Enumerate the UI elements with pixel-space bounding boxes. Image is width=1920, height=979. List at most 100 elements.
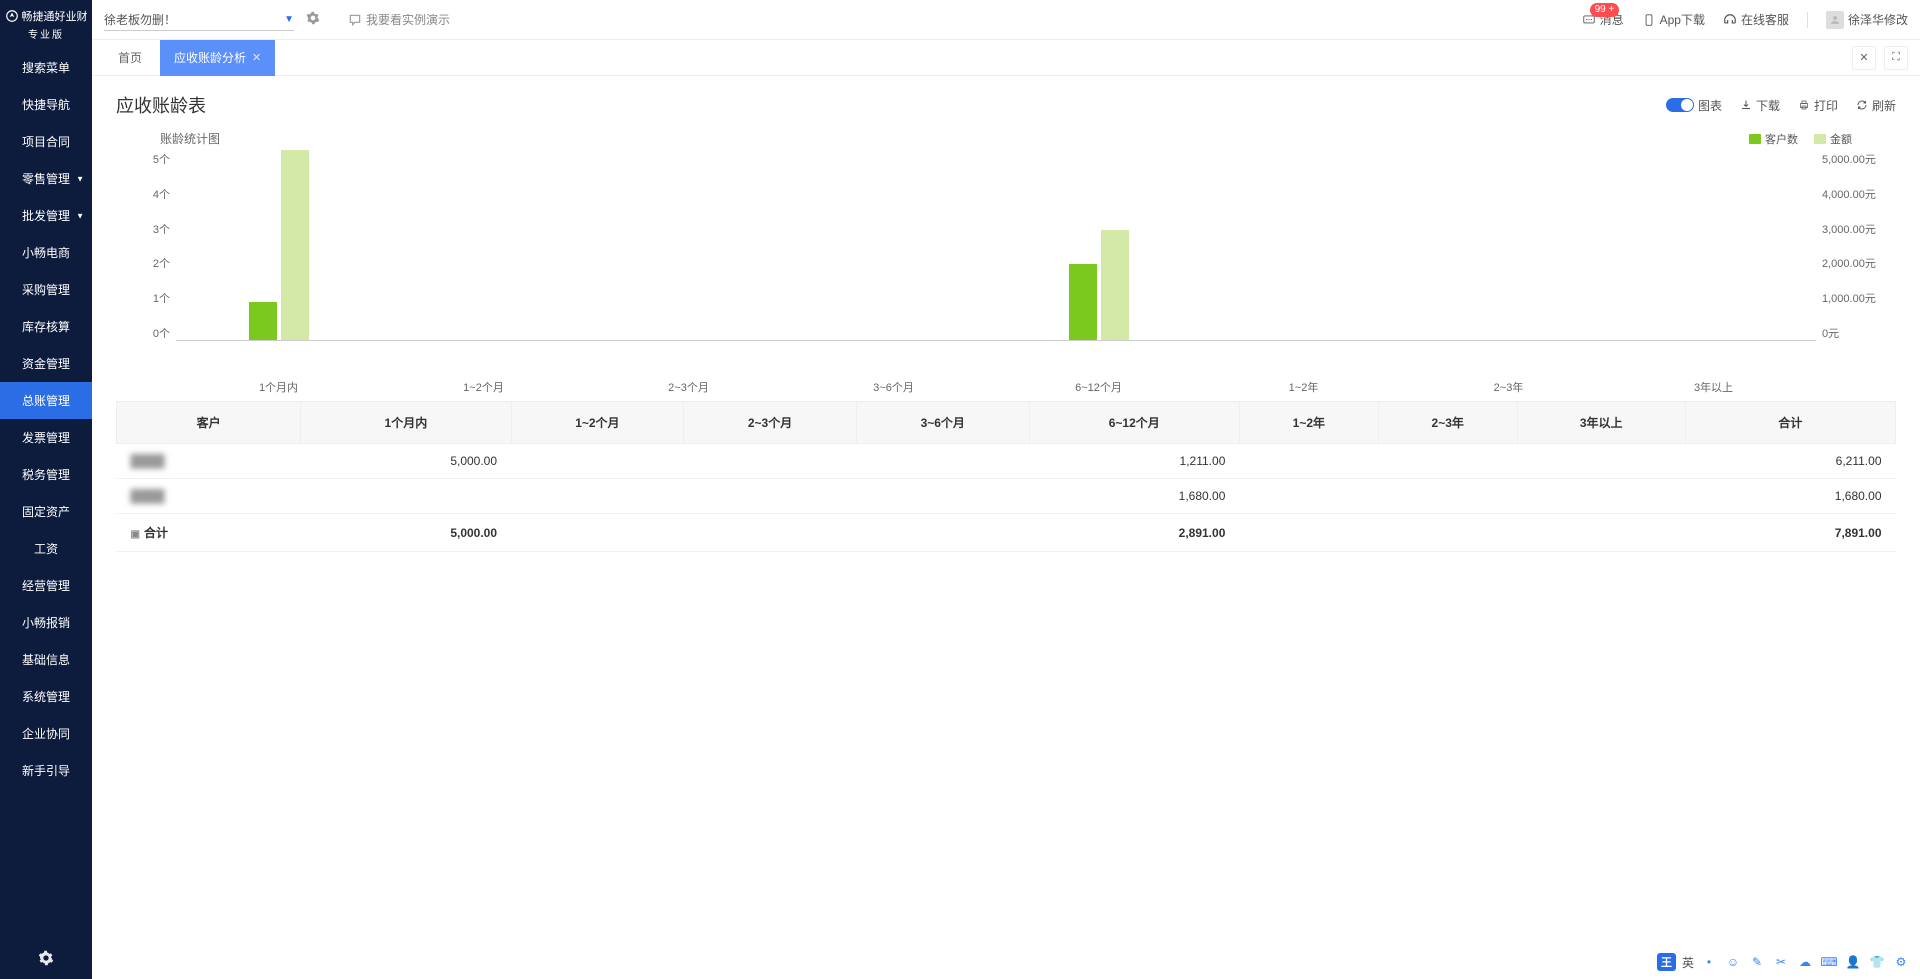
data-cell [1378, 479, 1517, 514]
ime-scissors-icon[interactable]: ✂ [1772, 953, 1790, 971]
user-name: 徐泽华修改 [1848, 11, 1908, 28]
download-label: 下载 [1756, 97, 1780, 114]
x-tick: 1个月内 [176, 379, 381, 395]
headset-icon [1723, 13, 1737, 27]
legend-customers-label: 客户数 [1765, 131, 1798, 147]
ime-shirt-icon[interactable]: 👕 [1868, 953, 1886, 971]
sidebar-item[interactable]: 资金管理 [0, 345, 92, 382]
sidebar-item[interactable]: 基础信息 [0, 641, 92, 678]
total-label-cell: ▣合计 [117, 514, 301, 552]
tabs-close-all-button[interactable]: ✕ [1852, 46, 1876, 70]
legend-amount[interactable]: 金额 [1814, 131, 1852, 147]
table-header-cell: 客户 [117, 402, 301, 444]
sidebar-item[interactable]: 批发管理▼ [0, 197, 92, 234]
sidebar-item[interactable]: 项目合同 [0, 123, 92, 160]
sidebar-item[interactable]: 企业协同 [0, 715, 92, 752]
page-title: 应收账龄表 [116, 92, 206, 118]
data-cell: 5,000.00 [301, 444, 511, 479]
chart-title: 账龄统计图 [160, 130, 220, 147]
legend-swatch [1749, 134, 1761, 144]
sidebar-item[interactable]: 固定资产 [0, 493, 92, 530]
ime-lang[interactable]: 英 [1682, 954, 1694, 971]
support-label: 在线客服 [1741, 11, 1789, 28]
y-tick: 5,000.00元 [1822, 151, 1876, 167]
print-button[interactable]: 打印 [1798, 97, 1838, 114]
legend-amount-label: 金额 [1830, 131, 1852, 147]
close-icon[interactable]: ✕ [252, 51, 261, 64]
fullscreen-button[interactable]: ⛶ [1884, 46, 1908, 70]
refresh-icon [1856, 99, 1868, 111]
sidebar-item[interactable]: 总账管理 [0, 382, 92, 419]
bar-customers [249, 302, 277, 340]
sidebar-item[interactable]: 搜索菜单 [0, 49, 92, 86]
org-selector[interactable]: 徐老板勿删！ ▼ [104, 9, 294, 31]
bar-customers [1069, 264, 1097, 340]
refresh-button[interactable]: 刷新 [1856, 97, 1896, 114]
customer-cell: ████ [117, 444, 301, 479]
ime-toolbar: 王 英 • ☺ ✎ ✂ ☁ ⌨ 👤 👕 ⚙ [1653, 951, 1914, 973]
table-header-cell: 3年以上 [1517, 402, 1685, 444]
sidebar: 畅捷通好业财 专业版 搜索菜单快捷导航项目合同零售管理▼批发管理▼小畅电商采购管… [0, 0, 92, 979]
sidebar-item[interactable]: 库存核算 [0, 308, 92, 345]
table-header-row: 客户1个月内1~2个月2~3个月3~6个月6~12个月1~2年2~3年3年以上合… [117, 402, 1896, 444]
org-settings-button[interactable] [306, 11, 320, 28]
table-header-cell: 2~3个月 [684, 402, 857, 444]
data-cell [684, 479, 857, 514]
ime-smile-icon[interactable]: ☺ [1724, 953, 1742, 971]
data-cell [1517, 444, 1685, 479]
toggle-label: 图表 [1698, 97, 1722, 114]
sidebar-item[interactable]: 小畅报销 [0, 604, 92, 641]
sidebar-item[interactable]: 发票管理 [0, 419, 92, 456]
x-tick: 3年以上 [1611, 379, 1816, 395]
ime-badge[interactable]: 王 [1657, 953, 1676, 971]
data-cell: 1,680.00 [1685, 479, 1895, 514]
tab-active[interactable]: 应收账龄分析 ✕ [160, 40, 275, 76]
chart-toggle[interactable]: 图表 [1666, 97, 1722, 114]
toggle-switch[interactable] [1666, 98, 1694, 112]
ime-person-icon[interactable]: 👤 [1844, 953, 1862, 971]
ime-gear-icon[interactable]: ⚙ [1892, 953, 1910, 971]
sidebar-item[interactable]: 小畅电商 [0, 234, 92, 271]
support-button[interactable]: 在线客服 [1723, 11, 1789, 28]
sidebar-item[interactable]: 零售管理▼ [0, 160, 92, 197]
table-header-cell: 2~3年 [1378, 402, 1517, 444]
total-cell [856, 514, 1029, 552]
total-cell [511, 514, 684, 552]
user-menu[interactable]: 徐泽华修改 [1826, 11, 1908, 29]
ime-keyboard-icon[interactable]: ⌨ [1820, 953, 1838, 971]
y-tick: 3个 [153, 221, 170, 237]
avatar-icon [1826, 11, 1844, 29]
tab-bar: 首页 应收账龄分析 ✕ ✕ ⛶ [92, 40, 1920, 76]
app-download-button[interactable]: App下载 [1642, 11, 1705, 28]
ime-cloud-icon[interactable]: ☁ [1796, 953, 1814, 971]
table-row[interactable]: ████5,000.001,211.006,211.00 [117, 444, 1896, 479]
legend-customers[interactable]: 客户数 [1749, 131, 1798, 147]
download-button[interactable]: 下载 [1740, 97, 1780, 114]
topbar: 徐老板勿删！ ▼ 我要看实例演示 99 + 消息 App下载 [92, 0, 1920, 40]
sidebar-item[interactable]: 采购管理 [0, 271, 92, 308]
messages-button[interactable]: 99 + 消息 [1582, 11, 1624, 28]
total-cell: 7,891.00 [1685, 514, 1895, 552]
sidebar-item[interactable]: 新手引导 [0, 752, 92, 789]
bar-amount [1101, 230, 1129, 340]
refresh-label: 刷新 [1872, 97, 1896, 114]
sidebar-item[interactable]: 经营管理 [0, 567, 92, 604]
ime-edit-icon[interactable]: ✎ [1748, 953, 1766, 971]
tab-home[interactable]: 首页 [104, 40, 156, 76]
sidebar-nav: 搜索菜单快捷导航项目合同零售管理▼批发管理▼小畅电商采购管理库存核算资金管理总账… [0, 49, 92, 940]
divider [1807, 12, 1808, 28]
sidebar-item[interactable]: 税务管理 [0, 456, 92, 493]
data-cell: 6,211.00 [1685, 444, 1895, 479]
data-cell [1239, 444, 1378, 479]
chat-icon [348, 13, 362, 27]
demo-link[interactable]: 我要看实例演示 [348, 11, 450, 28]
table-row[interactable]: ████1,680.001,680.00 [117, 479, 1896, 514]
sidebar-item[interactable]: 工资 [0, 530, 92, 567]
sidebar-settings-button[interactable] [38, 940, 54, 979]
y-tick: 1,000.00元 [1822, 290, 1876, 306]
table-header-cell: 6~12个月 [1029, 402, 1239, 444]
sidebar-item[interactable]: 系统管理 [0, 678, 92, 715]
logo-icon [5, 9, 19, 23]
ime-dot-icon[interactable]: • [1700, 953, 1718, 971]
sidebar-item[interactable]: 快捷导航 [0, 86, 92, 123]
